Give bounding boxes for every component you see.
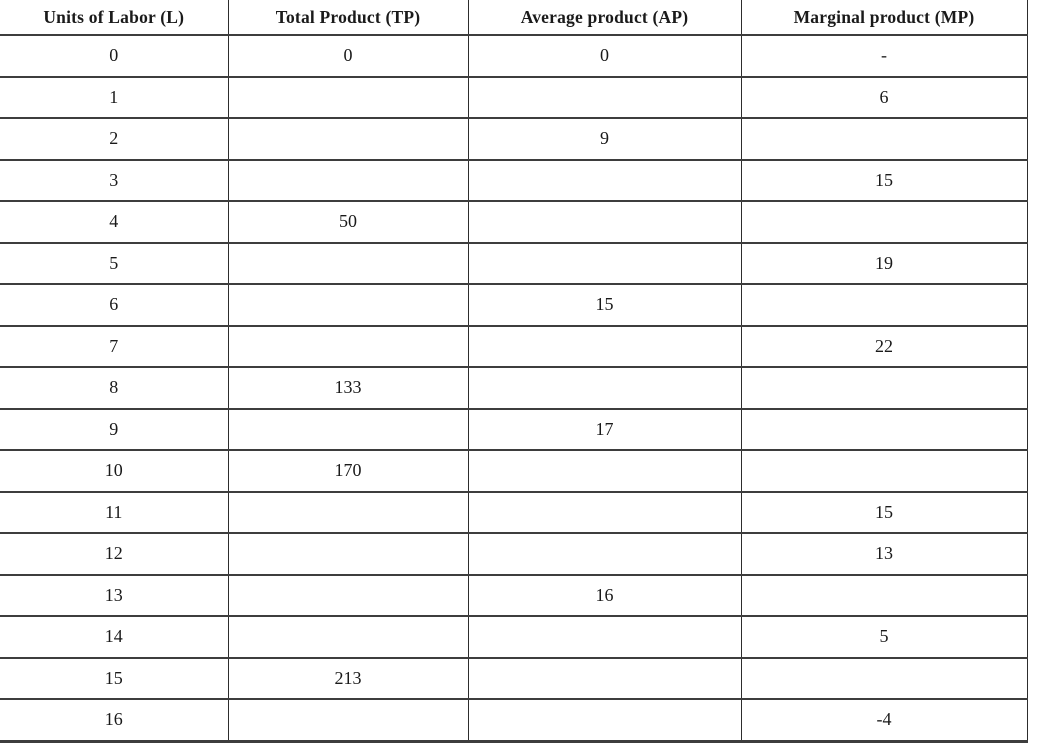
- table-cell-total-product: 0: [227, 34, 469, 78]
- table-cell-units-of-labor: 3: [0, 158, 229, 202]
- table-row: 12 13: [0, 532, 1028, 576]
- table-row: 13 16: [0, 573, 1028, 617]
- table-cell-marginal-product: 15: [740, 158, 1028, 202]
- table-cell-marginal-product: [740, 573, 1028, 617]
- table-cell-units-of-labor: 5: [0, 241, 229, 285]
- table-row: 11 15: [0, 490, 1028, 534]
- table-cell-units-of-labor: 4: [0, 200, 229, 244]
- table-body: 0 0 0-1 6 2 9 3 15 4 50 5 19 6 15 7 22 8 133 9 17 10 170 11 15 1…: [0, 34, 1028, 743]
- table-cell-marginal-product: -4: [740, 698, 1028, 743]
- table-cell-average-product: [467, 449, 742, 493]
- table-cell-average-product: [467, 490, 742, 534]
- table-cell-units-of-labor: 6: [0, 283, 229, 327]
- table-cell-marginal-product: [740, 117, 1028, 161]
- table-row: 16 -4: [0, 698, 1028, 743]
- table-cell-total-product: [227, 573, 469, 617]
- table-cell-marginal-product: -: [740, 34, 1028, 78]
- table-cell-average-product: [467, 615, 742, 659]
- column-header-units-of-labor: Units of Labor (L): [0, 0, 229, 36]
- table-cell-total-product: [227, 615, 469, 659]
- table-cell-average-product: [467, 200, 742, 244]
- column-header-marginal-product: Marginal product (MP): [740, 0, 1028, 36]
- column-header-average-product: Average product (AP): [467, 0, 742, 36]
- table-cell-marginal-product: 22: [740, 324, 1028, 368]
- table-cell-units-of-labor: 15: [0, 656, 229, 700]
- table-cell-marginal-product: [740, 449, 1028, 493]
- table-row: 15 213: [0, 656, 1028, 700]
- table-cell-total-product: 170: [227, 449, 469, 493]
- table-cell-average-product: [467, 698, 742, 743]
- table-header: Units of Labor (L) Total Product (TP) Aver…: [0, 0, 1028, 36]
- table-cell-units-of-labor: 0: [0, 34, 229, 78]
- table-cell-units-of-labor: 11: [0, 490, 229, 534]
- table-cell-average-product: [467, 158, 742, 202]
- table-cell-total-product: [227, 698, 469, 743]
- header-row: Units of Labor (L) Total Product (TP) Aver…: [0, 0, 1028, 36]
- table-cell-units-of-labor: 1: [0, 75, 229, 119]
- table-row: 5 19: [0, 241, 1028, 285]
- table-cell-average-product: 16: [467, 573, 742, 617]
- table-cell-total-product: 133: [227, 366, 469, 410]
- table-cell-units-of-labor: 2: [0, 117, 229, 161]
- table-cell-marginal-product: [740, 366, 1028, 410]
- table-cell-units-of-labor: 16: [0, 698, 229, 743]
- table-row: 3 15: [0, 158, 1028, 202]
- table-cell-total-product: [227, 532, 469, 576]
- table-cell-total-product: 50: [227, 200, 469, 244]
- table-cell-marginal-product: [740, 656, 1028, 700]
- table-cell-marginal-product: [740, 283, 1028, 327]
- table-cell-units-of-labor: 10: [0, 449, 229, 493]
- table-cell-marginal-product: [740, 200, 1028, 244]
- column-header-total-product: Total Product (TP): [227, 0, 469, 36]
- table-cell-average-product: [467, 324, 742, 368]
- table-row: 4 50: [0, 200, 1028, 244]
- table-cell-marginal-product: 15: [740, 490, 1028, 534]
- table-row: 10 170: [0, 449, 1028, 493]
- table-cell-units-of-labor: 12: [0, 532, 229, 576]
- table-cell-marginal-product: 13: [740, 532, 1028, 576]
- table-cell-average-product: 9: [467, 117, 742, 161]
- table-row: 9 17: [0, 407, 1028, 451]
- table-cell-average-product: [467, 532, 742, 576]
- table-cell-units-of-labor: 8: [0, 366, 229, 410]
- table-cell-units-of-labor: 13: [0, 573, 229, 617]
- table-cell-marginal-product: [740, 407, 1028, 451]
- table-cell-total-product: [227, 75, 469, 119]
- table-cell-average-product: [467, 75, 742, 119]
- table-cell-average-product: [467, 366, 742, 410]
- table-cell-total-product: [227, 407, 469, 451]
- table-row: 14 5: [0, 615, 1028, 659]
- table-cell-total-product: [227, 324, 469, 368]
- table-cell-average-product: [467, 656, 742, 700]
- table-row: 7 22: [0, 324, 1028, 368]
- table-cell-average-product: 17: [467, 407, 742, 451]
- table-cell-average-product: 0: [467, 34, 742, 78]
- table-cell-average-product: [467, 241, 742, 285]
- table-row: 6 15: [0, 283, 1028, 327]
- table-cell-units-of-labor: 7: [0, 324, 229, 368]
- table-cell-total-product: [227, 241, 469, 285]
- table-cell-units-of-labor: 9: [0, 407, 229, 451]
- table-cell-average-product: 15: [467, 283, 742, 327]
- table-cell-marginal-product: 5: [740, 615, 1028, 659]
- table-cell-total-product: [227, 158, 469, 202]
- table-cell-marginal-product: 6: [740, 75, 1028, 119]
- table-cell-total-product: [227, 283, 469, 327]
- table-cell-total-product: [227, 117, 469, 161]
- table-cell-units-of-labor: 14: [0, 615, 229, 659]
- table-cell-total-product: 213: [227, 656, 469, 700]
- table-cell-total-product: [227, 490, 469, 534]
- table-row: 8 133: [0, 366, 1028, 410]
- table-cell-marginal-product: 19: [740, 241, 1028, 285]
